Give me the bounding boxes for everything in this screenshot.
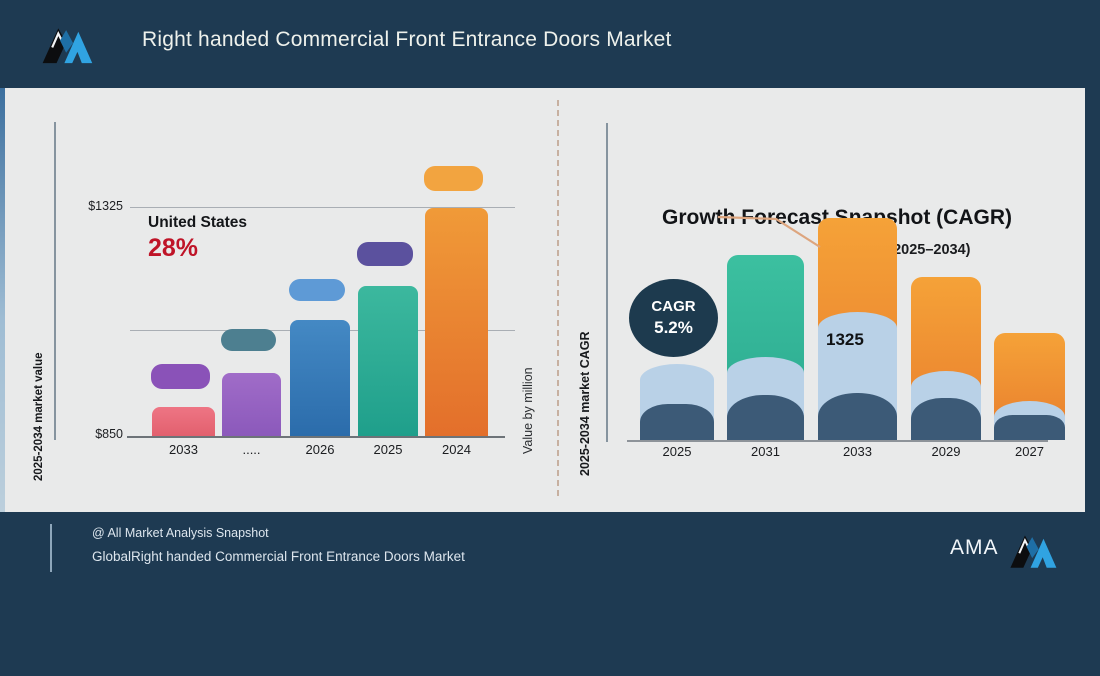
header-bar: Right handed Commercial Front Entrance D…: [0, 0, 1100, 88]
left-bar-2033: [152, 406, 215, 436]
ama-logo-icon: [42, 28, 93, 64]
left-bar-cap-.....: [221, 328, 276, 351]
footer-divider-line: [50, 524, 52, 572]
footer-bar: @ All Market Analysis Snapshot GlobalRig…: [0, 512, 1100, 588]
left-accent-strip: [0, 88, 5, 512]
right-bar-base-2031: [727, 394, 804, 440]
left-chart-ytick-bottom: $850: [95, 427, 123, 441]
left-bar-cap-2033: [151, 363, 210, 390]
left-bar-.....: [222, 373, 281, 436]
left-chart-bars-layer: 2033..... 2026 2025 2024: [0, 88, 1085, 512]
footer-brand-text: AMA: [950, 536, 999, 559]
right-bar-base-2025: [640, 403, 714, 440]
right-x-tick-2027: 2027: [1015, 444, 1044, 459]
left-bar-2025: [358, 285, 418, 436]
right-chart-baseline: [627, 440, 1048, 442]
left-bar-cap-2026: [289, 279, 345, 301]
right-x-tick-2033: 2033: [843, 444, 872, 459]
right-bar-base-2029: [911, 397, 981, 440]
right-x-tick-2031: 2031: [751, 444, 780, 459]
left-bar-cap-2025: [357, 241, 413, 267]
page-title: Right handed Commercial Front Entrance D…: [142, 28, 672, 51]
left-chart-percent-value: 28%: [148, 234, 199, 262]
cagr-badge-value: 5.2%: [654, 317, 693, 337]
left-x-tick-2024: 2024: [442, 442, 471, 457]
footer-attribution: @ All Market Analysis Snapshot: [92, 526, 269, 540]
left-bar-2024: [425, 208, 488, 436]
peak-value-annotation: 1325: [826, 330, 864, 349]
footer-report-title: GlobalRight handed Commercial Front Entr…: [92, 549, 465, 564]
left-x-tick-2026: 2026: [305, 442, 335, 457]
left-chart-ytick-top: $1325: [88, 199, 123, 213]
cagr-badge-label: CAGR: [651, 298, 696, 315]
right-bar-base-2027: [994, 415, 1065, 440]
left-chart-gridline-1325: [130, 207, 515, 208]
left-x-tick-.....: .....: [242, 442, 261, 457]
left-bar-cap-2024: [424, 165, 483, 191]
right-x-tick-2025: 2025: [662, 444, 692, 459]
left-chart-baseline: [127, 436, 505, 438]
right-bar-base-2033: [818, 393, 897, 440]
right-chart-bars-layer: 2025 2031 2033 2029 2027: [0, 88, 1085, 512]
left-bar-2026: [290, 319, 350, 436]
charts-panel: $1325 $850 United States 28% 2025-2034 m…: [0, 88, 1085, 512]
panel-divider-dashed: [557, 100, 559, 496]
right-chart-y-axis: [606, 123, 608, 442]
right-x-tick-2029: 2029: [931, 444, 961, 459]
cagr-badge: CAGR 5.2%: [629, 279, 718, 357]
left-x-tick-2033: 2033: [169, 442, 198, 457]
left-x-tick-2025: 2025: [373, 442, 403, 457]
left-chart-region-label: United States: [148, 214, 248, 231]
ama-logo-icon: [1010, 535, 1057, 568]
left-chart-y-axis: [54, 122, 56, 440]
